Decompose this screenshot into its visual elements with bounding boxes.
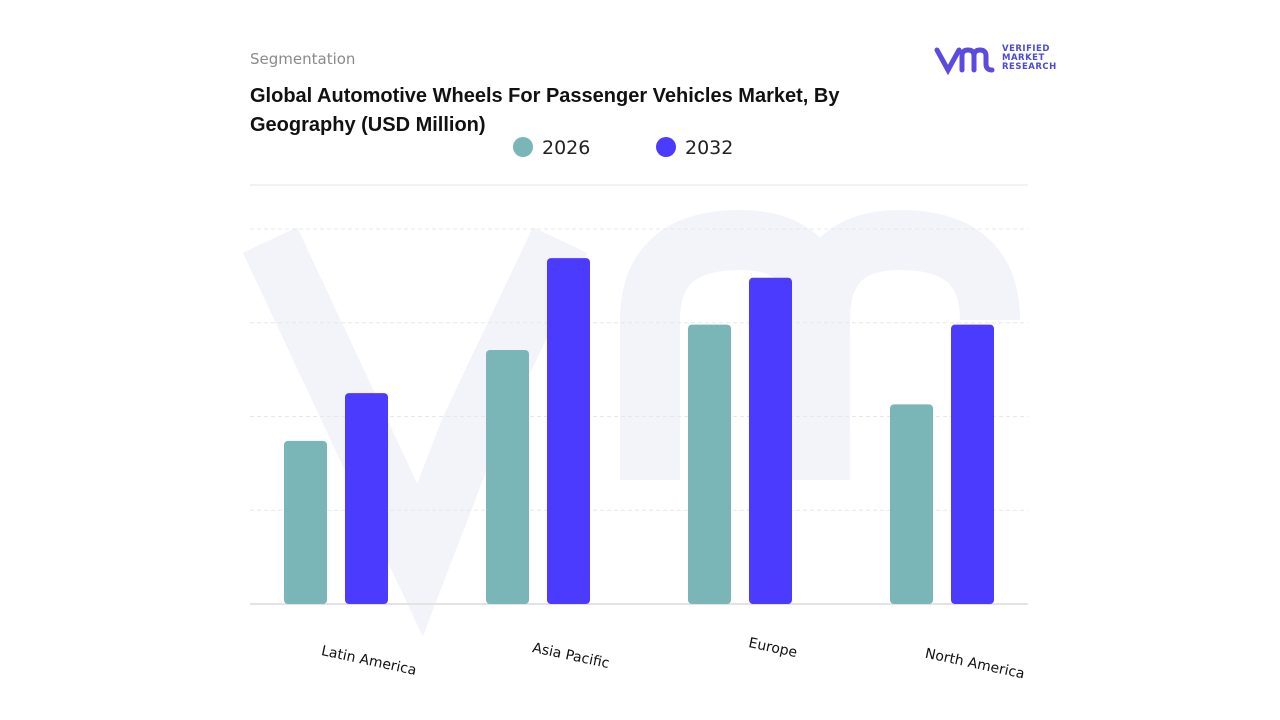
- bar: [284, 440, 327, 604]
- legend-label: 2026: [542, 137, 590, 159]
- logo-mark: [934, 47, 995, 76]
- bar: [345, 393, 388, 604]
- bar: [749, 277, 792, 604]
- chart-title: Global Automotive Wheels For Passenger V…: [250, 85, 840, 136]
- bar: [486, 349, 529, 604]
- x-tick-label: Europe: [747, 635, 798, 661]
- legend-swatch: [656, 137, 676, 157]
- bar: [890, 404, 933, 604]
- bar: [688, 324, 731, 604]
- bar: [951, 324, 994, 604]
- legend-swatch: [513, 137, 533, 157]
- subtitle: Segmentation: [250, 50, 356, 68]
- logo-text: VERIFIED MARKET RESEARCH: [1002, 44, 1057, 72]
- x-tick-label: North America: [924, 646, 1026, 683]
- legend-label: 2032: [685, 137, 733, 159]
- bar: [547, 258, 590, 604]
- x-tick-label: Latin America: [320, 643, 418, 679]
- x-tick-label: Asia Pacific: [531, 640, 611, 672]
